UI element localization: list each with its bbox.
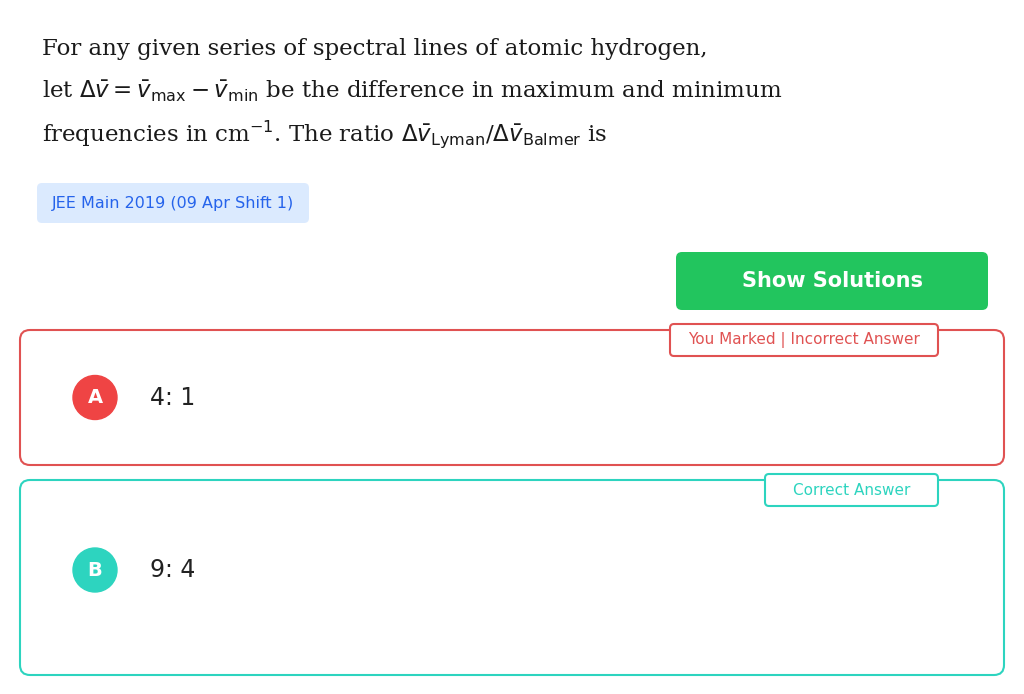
Circle shape xyxy=(73,375,117,419)
FancyBboxPatch shape xyxy=(20,480,1004,675)
Circle shape xyxy=(73,548,117,592)
Text: You Marked | Incorrect Answer: You Marked | Incorrect Answer xyxy=(688,332,920,348)
Text: 9: 4: 9: 4 xyxy=(150,558,196,582)
Text: JEE Main 2019 (09 Apr Shift 1): JEE Main 2019 (09 Apr Shift 1) xyxy=(52,196,294,210)
Text: B: B xyxy=(88,561,102,579)
Text: For any given series of spectral lines of atomic hydrogen,: For any given series of spectral lines o… xyxy=(42,38,708,60)
FancyBboxPatch shape xyxy=(765,474,938,506)
Text: Show Solutions: Show Solutions xyxy=(741,271,923,291)
Text: let $\Delta\bar{v} = \bar{v}_{\mathrm{max}} - \bar{v}_{\mathrm{min}}$ be the dif: let $\Delta\bar{v} = \bar{v}_{\mathrm{ma… xyxy=(42,78,782,103)
Text: frequencies in cm$^{-1}$. The ratio $\Delta\bar{v}_{\mathrm{Lyman}}$/$\Delta\bar: frequencies in cm$^{-1}$. The ratio $\De… xyxy=(42,118,607,150)
FancyBboxPatch shape xyxy=(37,183,309,223)
FancyBboxPatch shape xyxy=(676,252,988,310)
Text: Correct Answer: Correct Answer xyxy=(793,482,910,498)
Text: 4: 1: 4: 1 xyxy=(150,385,196,409)
Text: A: A xyxy=(87,388,102,407)
FancyBboxPatch shape xyxy=(20,330,1004,465)
FancyBboxPatch shape xyxy=(670,324,938,356)
